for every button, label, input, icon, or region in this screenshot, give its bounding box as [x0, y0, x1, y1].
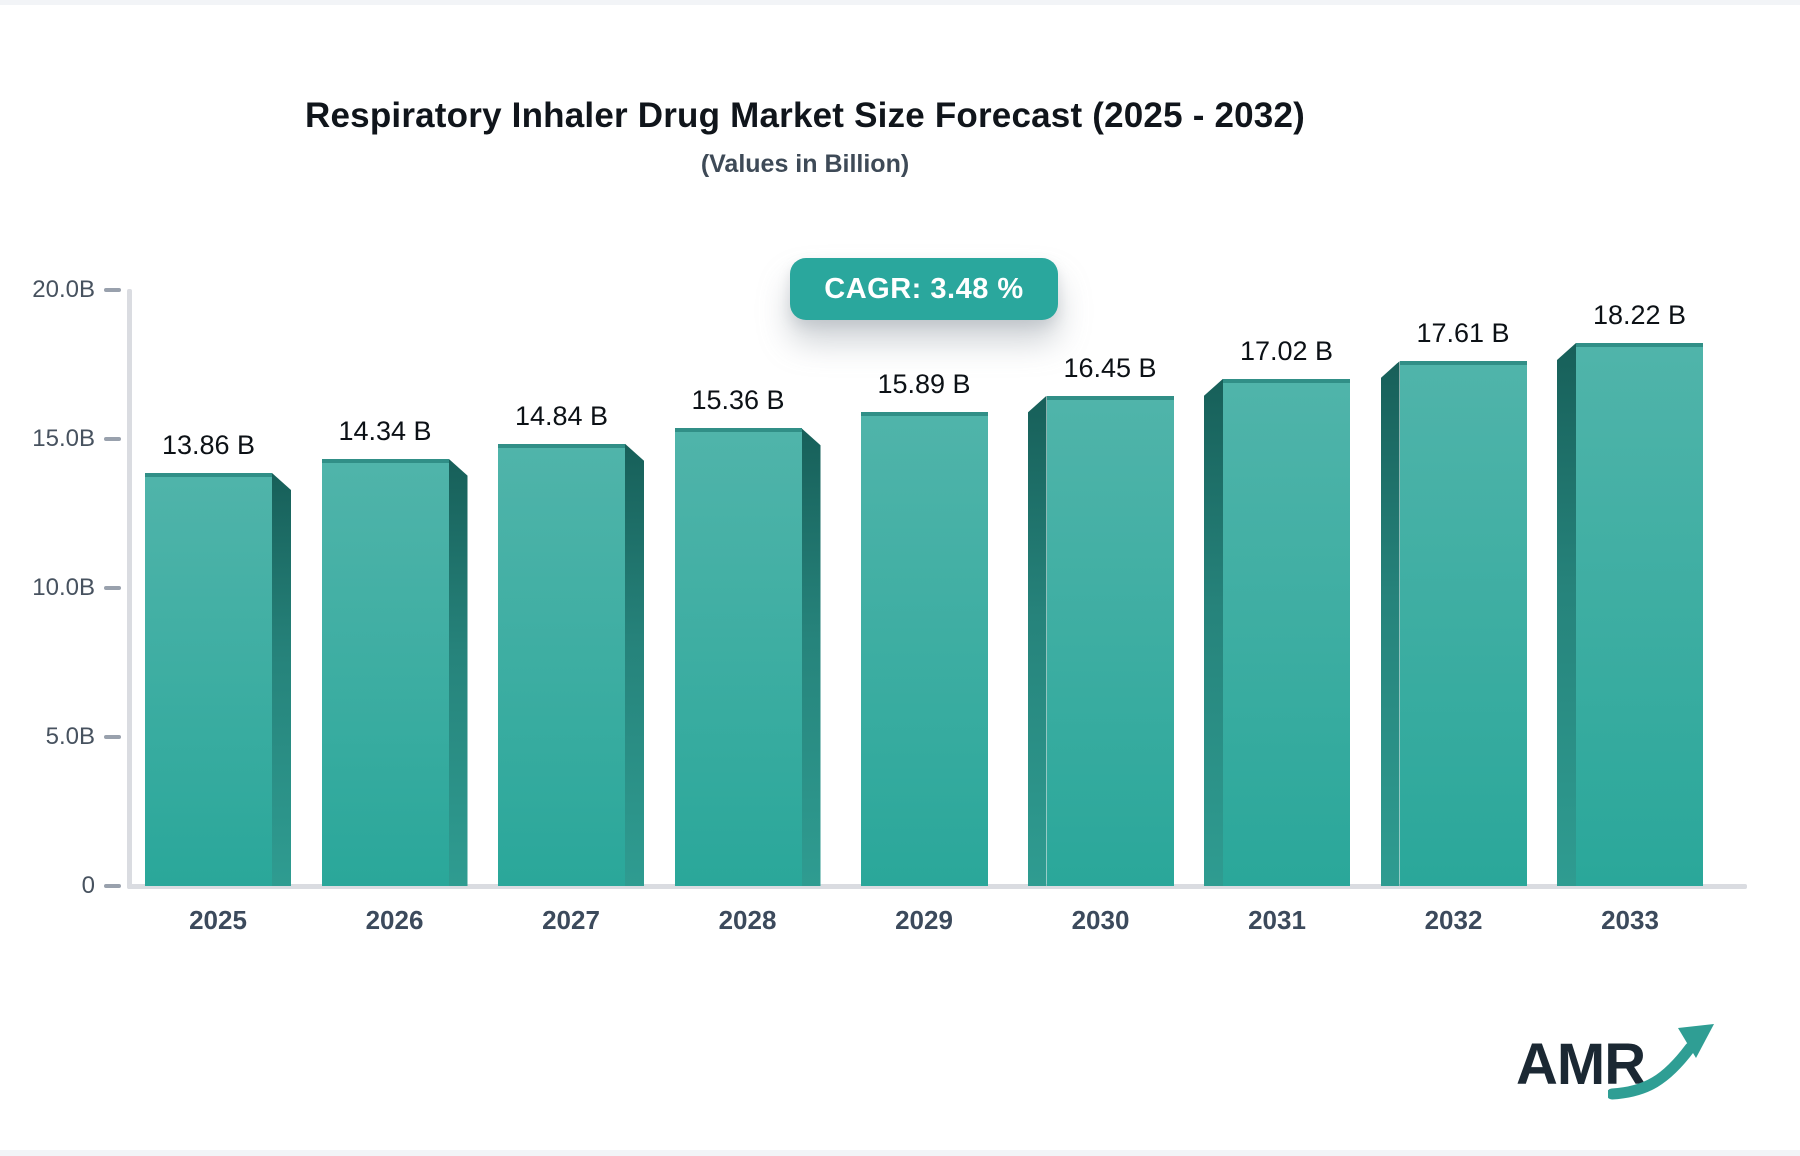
x-axis-label: 2030 — [1071, 905, 1130, 935]
bar-value-label: 13.86 B — [161, 429, 256, 460]
y-tick — [104, 735, 121, 739]
chart-subtitle: (Values in Billion) — [700, 150, 910, 178]
x-axis-label: 2028 — [718, 905, 777, 935]
bar-value-label: 14.84 B — [514, 400, 609, 431]
bar-2030[interactable] — [1046, 395, 1174, 886]
bar-value-label: 15.89 B — [877, 369, 971, 400]
bar-2033[interactable] — [1576, 343, 1703, 886]
bar-2032[interactable] — [1399, 361, 1527, 886]
top-edge — [0, 0, 1800, 5]
y-axis-line — [127, 289, 132, 889]
bar-side-face — [1557, 343, 1576, 886]
bar-2028[interactable] — [674, 428, 802, 886]
bar-side-face — [1380, 361, 1400, 886]
y-axis-label: 20.0B — [32, 276, 95, 303]
y-tick — [104, 288, 121, 292]
bar-value-label: 14.34 B — [338, 415, 432, 446]
y-axis-label: 10.0B — [32, 574, 95, 601]
bar-side-face — [625, 443, 644, 886]
bar-side-face — [1204, 378, 1223, 886]
y-tick — [104, 437, 121, 441]
x-axis-label: 2026 — [365, 905, 424, 935]
bar-2031[interactable] — [1223, 378, 1350, 886]
y-axis-label: 0 — [81, 872, 95, 899]
y-axis-label: 15.0B — [32, 425, 95, 452]
bar-side-face — [448, 458, 468, 886]
x-axis-label: 2027 — [542, 905, 600, 935]
bottom-edge — [0, 1150, 1800, 1156]
x-axis-label: 2032 — [1424, 905, 1483, 935]
bar-side-face — [1027, 395, 1047, 886]
bar-side-face — [801, 428, 821, 886]
bar-2026[interactable] — [321, 458, 449, 886]
bar-value-label: 17.61 B — [1416, 318, 1510, 349]
logo-arrow-icon — [1608, 1024, 1714, 1100]
y-axis-label: 5.0B — [45, 723, 95, 750]
bar-2029[interactable] — [860, 412, 988, 886]
x-axis-label: 2029 — [895, 905, 953, 935]
x-axis-line — [127, 884, 1747, 889]
chart-title: Respiratory Inhaler Drug Market Size For… — [305, 96, 1305, 135]
logo-text: AMR — [1516, 1032, 1646, 1097]
cagr-badge: CAGR: 3.48 % — [790, 258, 1058, 320]
bar-side-face — [272, 472, 291, 886]
x-axis-label: 2025 — [189, 905, 247, 935]
x-axis-label: 2031 — [1248, 905, 1306, 935]
y-tick — [104, 586, 121, 590]
bar-value-label: 16.45 B — [1063, 352, 1157, 383]
bar-value-label: 17.02 B — [1239, 335, 1334, 366]
y-tick — [104, 884, 121, 888]
bar-2025[interactable] — [145, 472, 272, 886]
x-axis-label: 2033 — [1601, 905, 1659, 935]
bar-2027[interactable] — [498, 443, 625, 886]
bar-value-label: 18.22 B — [1592, 300, 1687, 331]
bar-value-label: 15.36 B — [691, 385, 785, 416]
amr-logo: AMR — [1516, 1024, 1716, 1106]
